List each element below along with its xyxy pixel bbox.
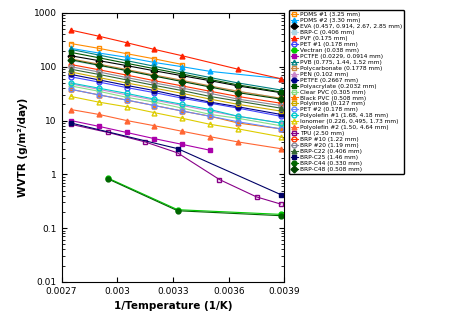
- Legend: PDMS #1 (3.25 mm), PDMS #2 (3.30 mm), EVA (0.457, 0.914, 2.67, 2.85 mm), BRP-C (: PDMS #1 (3.25 mm), PDMS #2 (3.30 mm), EV…: [289, 10, 404, 174]
- X-axis label: 1/Temperature (1/K): 1/Temperature (1/K): [114, 301, 232, 311]
- Y-axis label: WVTR (g/m²/day): WVTR (g/m²/day): [18, 98, 28, 197]
